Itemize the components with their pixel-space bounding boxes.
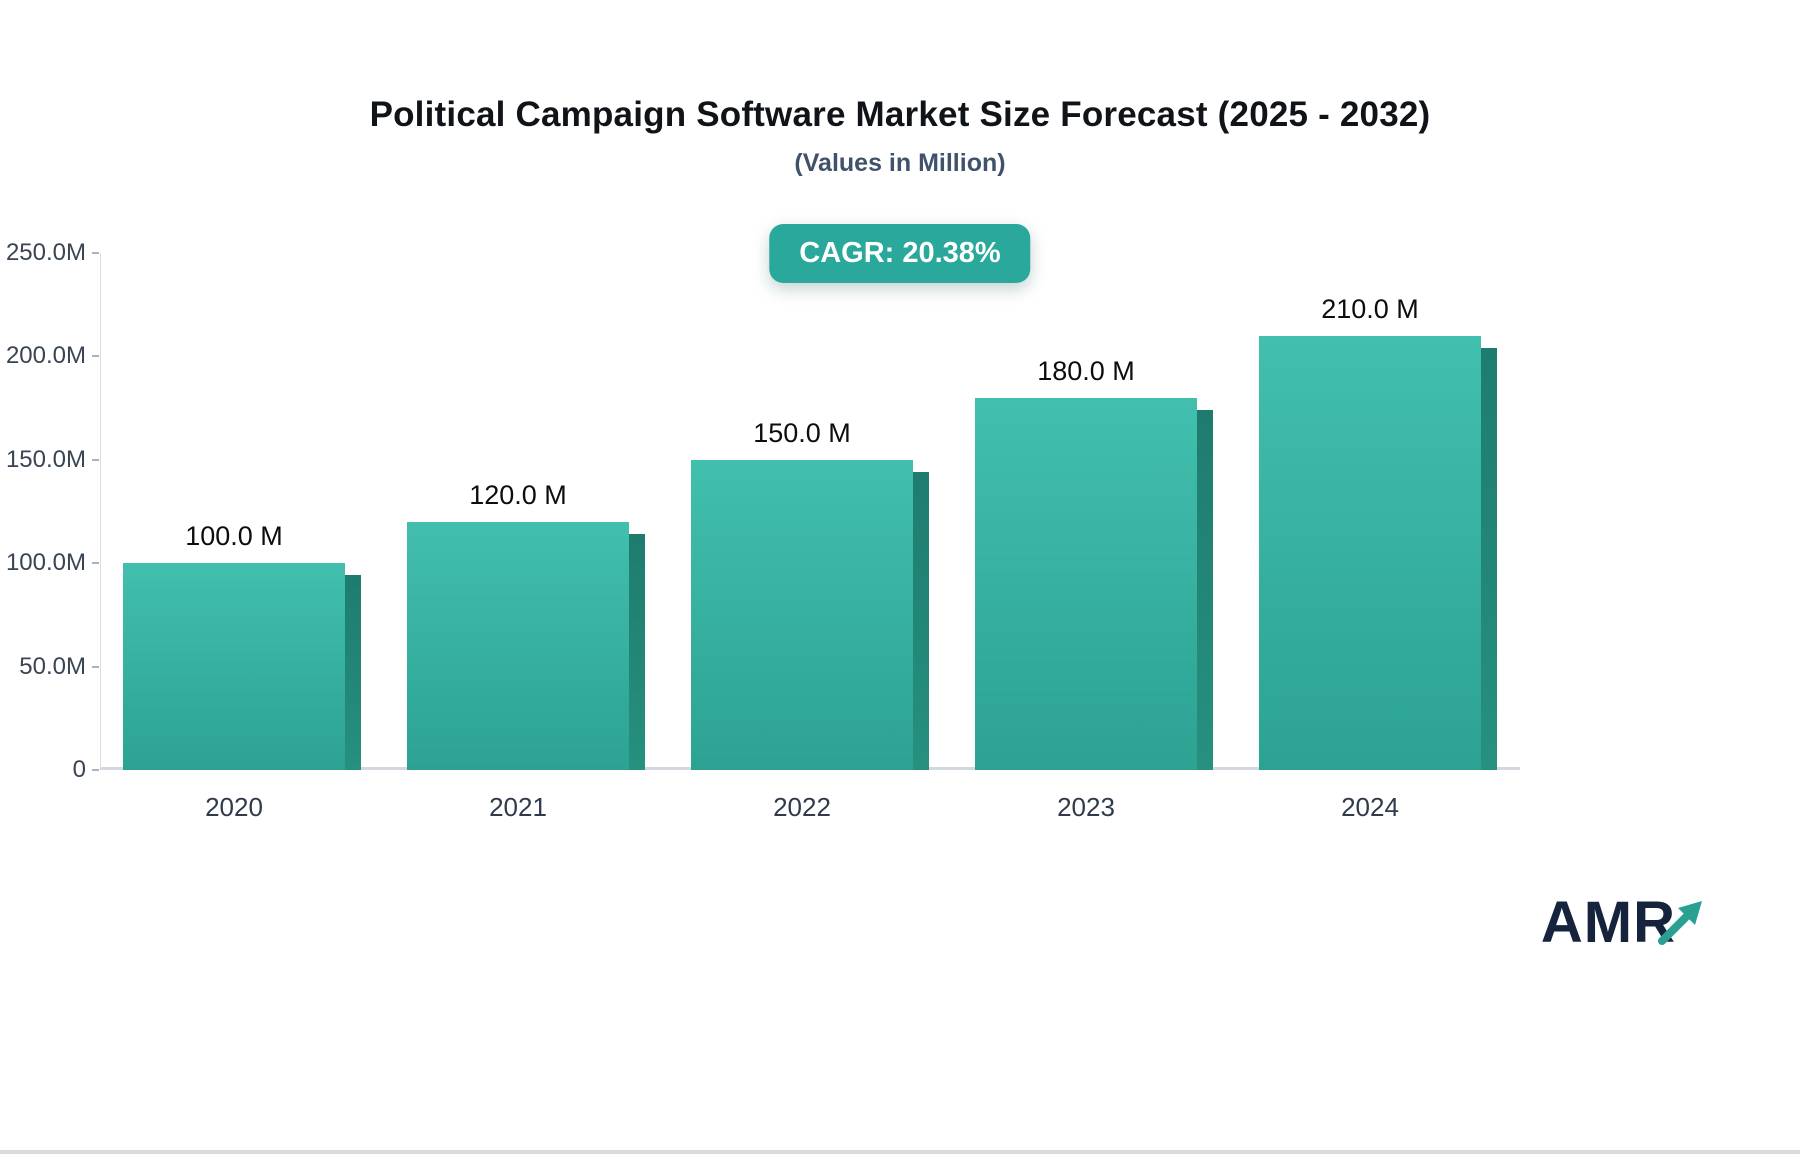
y-axis-tick-label: 250.0M <box>5 239 86 266</box>
bar-side-shadow <box>345 575 361 770</box>
bar <box>1259 335 1481 770</box>
y-axis-tick-mark <box>92 458 99 461</box>
bar <box>407 521 629 770</box>
y-axis-tick-mark <box>92 769 99 771</box>
y-axis-tick-label: 100.0M <box>5 549 86 577</box>
chart-title: Political Campaign Software Market Size … <box>369 95 1431 134</box>
bar-side-shadow <box>1197 409 1213 770</box>
chart-subtitle: (Values in Million) <box>794 149 1006 177</box>
bar-side-shadow <box>913 471 929 770</box>
x-axis-label: 2022 <box>773 792 831 822</box>
bar-side-shadow <box>1481 347 1497 770</box>
y-axis-tick-label: 50.0M <box>19 652 86 680</box>
y-axis-tick-mark <box>92 562 99 565</box>
y-axis-tick-label: 0 <box>72 756 86 783</box>
growth-arrow-icon <box>1658 901 1702 945</box>
amr-logo: AMR <box>1541 893 1710 953</box>
bottom-edge-divider <box>0 1150 1800 1154</box>
y-axis-tick-mark <box>92 665 99 668</box>
bar <box>975 397 1197 770</box>
bar-value-label: 120.0 M <box>469 479 567 510</box>
x-axis-label: 2020 <box>205 792 263 822</box>
y-axis-tick-label: 200.0M <box>5 342 86 370</box>
x-axis-label: 2024 <box>1341 792 1399 822</box>
y-axis-tick-label: 150.0M <box>5 445 86 473</box>
bar-value-label: 210.0 M <box>1321 293 1419 324</box>
bar-value-label: 100.0 M <box>185 521 283 552</box>
bar <box>123 563 345 770</box>
y-axis-tick-mark <box>92 252 99 254</box>
y-axis-tick-mark <box>92 355 99 358</box>
bar-value-label: 150.0 M <box>753 417 851 448</box>
x-axis-label: 2023 <box>1057 792 1115 822</box>
bar <box>691 459 913 770</box>
x-axis-label: 2021 <box>489 792 547 822</box>
amr-logo-text: AMR <box>1540 890 1676 955</box>
bar-value-label: 180.0 M <box>1037 355 1135 386</box>
bar-side-shadow <box>629 533 645 770</box>
cagr-badge: CAGR: 20.38% <box>769 224 1031 283</box>
